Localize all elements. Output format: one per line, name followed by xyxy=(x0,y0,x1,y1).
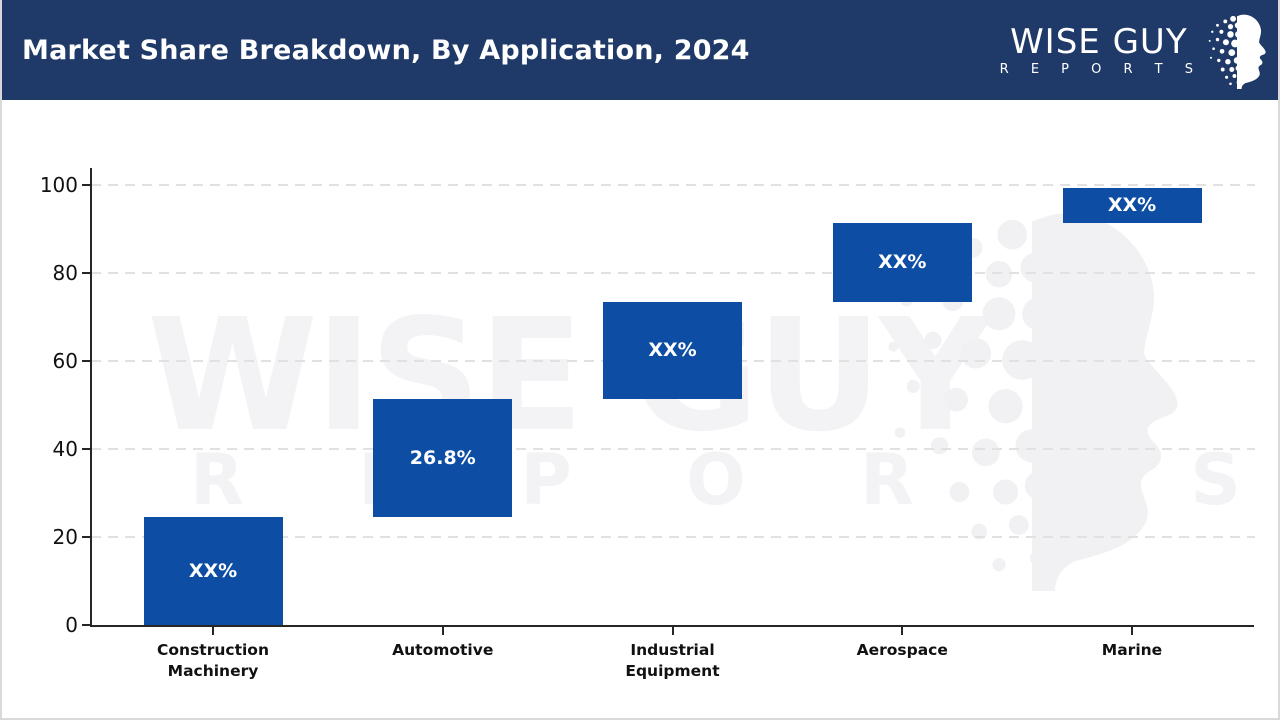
bar-value-label: XX% xyxy=(648,339,697,362)
y-axis-tick-label: 40 xyxy=(52,437,78,461)
gridline-y20 xyxy=(90,536,1255,538)
logo-reports-label: R E P O R T S xyxy=(999,61,1202,77)
y-axis-tick xyxy=(81,448,91,450)
y-axis xyxy=(89,168,92,627)
x-axis-category-label: Marine xyxy=(1101,641,1163,659)
y-axis-tick xyxy=(81,536,91,538)
x-axis-category-label: Construction Machinery xyxy=(157,641,269,680)
gridline-y100 xyxy=(90,184,1255,186)
logo-text: WISE GUY R E P O R T S xyxy=(996,25,1202,76)
x-axis-tick xyxy=(671,627,674,635)
y-axis-tick-label: 60 xyxy=(52,349,78,373)
y-axis-tick-label: 100 xyxy=(39,173,78,197)
x-axis-category-label: Aerospace xyxy=(856,641,948,659)
x-axis-tick xyxy=(212,627,214,635)
logo-dotface-icon xyxy=(1208,14,1266,89)
bar-marine xyxy=(1062,187,1202,223)
y-axis-tick-label: 0 xyxy=(65,613,78,637)
y-axis-tick-label: 20 xyxy=(52,525,78,549)
gridline-y80 xyxy=(90,272,1255,274)
y-axis-tick-label: 80 xyxy=(52,261,78,285)
y-axis-tick xyxy=(81,624,91,626)
logo-wiseguy-label: WISE GUY xyxy=(1010,21,1188,62)
bar-aerospace xyxy=(832,222,972,302)
wise-guy-reports-logo: WISE GUY R E P O R T S xyxy=(996,11,1270,89)
x-axis-category-label: Automotive xyxy=(392,641,494,659)
x-axis-tick xyxy=(441,627,444,635)
bar-automotive xyxy=(373,398,513,517)
y-axis-tick xyxy=(81,360,91,362)
watermark-wiseguy-text: WISE GUY xyxy=(147,285,991,466)
page-title: Market Share Breakdown, By Application, … xyxy=(22,34,750,66)
x-axis-tick xyxy=(1131,627,1133,635)
bar-value-label: XX% xyxy=(1107,194,1157,217)
y-axis-tick xyxy=(81,184,91,186)
bar-construction-machinery xyxy=(143,516,283,625)
bar-value-label: XX% xyxy=(188,559,238,582)
bar-value-label: 26.8% xyxy=(409,446,476,469)
x-axis-tick xyxy=(901,627,904,635)
x-axis-category-label: Industrial Equipment xyxy=(625,641,720,680)
bar-value-label: XX% xyxy=(878,251,927,274)
y-axis-tick xyxy=(81,272,91,274)
header-bar: Market Share Breakdown, By Application, … xyxy=(2,0,1278,100)
bar-industrial-equipment xyxy=(603,301,742,399)
x-axis xyxy=(89,625,1254,627)
gridline-y40 xyxy=(90,448,1255,450)
